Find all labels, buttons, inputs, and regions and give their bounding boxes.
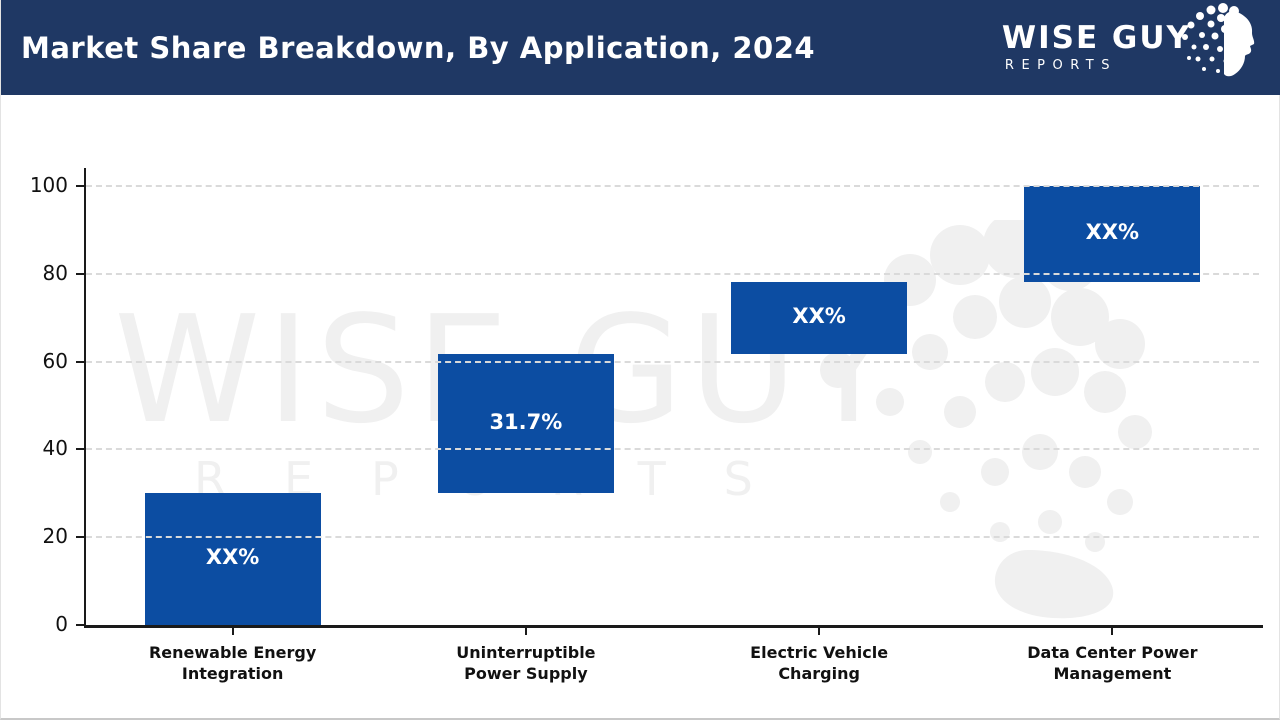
y-tick-mark xyxy=(76,185,84,187)
x-tick-mark xyxy=(818,628,821,635)
logo-text: WISE GUY REPORTS xyxy=(1001,19,1191,73)
bar xyxy=(144,493,321,625)
category-label: Data Center Power Management xyxy=(967,642,1257,684)
category-label: Renewable Energy Integration xyxy=(88,642,378,684)
logo-wordmark: WISE GUY xyxy=(1001,19,1191,56)
y-tick-label: 100 xyxy=(29,173,68,197)
y-tick-label: 60 xyxy=(42,348,68,373)
y-axis-line xyxy=(84,168,86,627)
category-label-line: Uninterruptible xyxy=(456,643,596,662)
bar xyxy=(731,282,908,355)
y-tick-mark xyxy=(76,624,84,626)
category-label: Uninterruptible Power Supply xyxy=(381,642,671,684)
wise-guy-reports-logo: WISE GUY REPORTS xyxy=(1001,2,1255,89)
y-tick-label: 40 xyxy=(42,436,68,461)
plot-area: WISE GUY REPORTS 020406080100XX%Renewabl… xyxy=(30,173,1259,683)
x-tick-mark xyxy=(524,628,527,635)
chart-title: Market Share Breakdown, By Application, … xyxy=(21,30,816,65)
category-label-line: Charging xyxy=(778,664,860,683)
category-label-line: Power Supply xyxy=(464,664,588,683)
gridline xyxy=(86,448,1259,451)
y-tick-label: 0 xyxy=(55,612,68,636)
bar-value-label: XX% xyxy=(1085,220,1140,245)
category-label-line: Management xyxy=(1053,664,1172,683)
gridline xyxy=(86,360,1259,363)
bar xyxy=(437,354,614,494)
category-label-line: Electric Vehicle xyxy=(750,643,889,662)
y-tick-label: 80 xyxy=(42,260,68,285)
x-tick-mark xyxy=(231,628,234,635)
gridline xyxy=(86,536,1259,539)
gridline xyxy=(86,185,1259,187)
x-tick-mark xyxy=(1111,628,1114,635)
bar-value-label: XX% xyxy=(205,545,260,570)
category-label-line: Renewable Energy xyxy=(148,643,317,662)
category-label: Electric Vehicle Charging xyxy=(674,642,964,684)
header: Market Share Breakdown, By Application, … xyxy=(1,0,1280,95)
dotted-head-icon xyxy=(1182,2,1255,76)
bar xyxy=(1024,186,1201,283)
logo-subtext: REPORTS xyxy=(1004,57,1118,73)
y-tick-mark xyxy=(76,360,84,363)
bar-value-label: XX% xyxy=(792,304,846,329)
gridline xyxy=(86,272,1259,275)
category-label-line: Data Center Power xyxy=(1027,643,1198,662)
category-label-line: Integration xyxy=(181,664,284,683)
y-tick-mark xyxy=(76,448,84,451)
x-axis-line xyxy=(84,625,1263,628)
bar-value-label: 31.7% xyxy=(489,409,563,434)
y-tick-mark xyxy=(76,536,84,539)
y-tick-mark xyxy=(76,272,84,275)
y-tick-label: 20 xyxy=(42,524,68,549)
